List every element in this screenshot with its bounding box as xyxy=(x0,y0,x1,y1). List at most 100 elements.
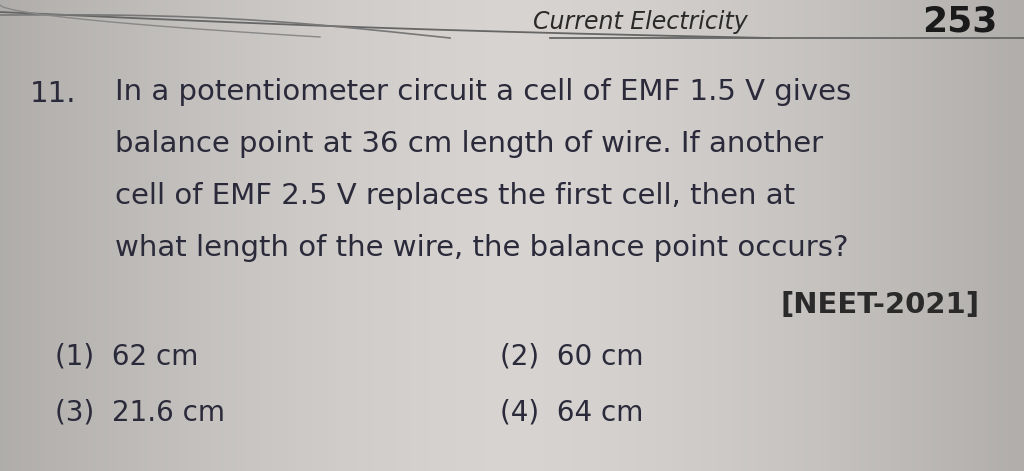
Bar xyxy=(36,0,41,471)
Bar xyxy=(348,0,353,471)
Bar xyxy=(855,0,860,471)
Bar xyxy=(425,0,430,471)
Bar xyxy=(614,0,620,471)
Bar xyxy=(323,0,328,471)
Bar xyxy=(579,0,584,471)
Bar xyxy=(174,0,179,471)
Bar xyxy=(440,0,445,471)
Bar xyxy=(343,0,348,471)
Bar xyxy=(666,0,671,471)
Bar xyxy=(922,0,927,471)
Bar xyxy=(901,0,906,471)
Bar xyxy=(497,0,502,471)
Bar xyxy=(445,0,451,471)
Bar xyxy=(123,0,128,471)
Bar xyxy=(773,0,778,471)
Bar xyxy=(148,0,154,471)
Text: 11.: 11. xyxy=(30,80,77,108)
Bar xyxy=(143,0,148,471)
Bar xyxy=(829,0,835,471)
Bar xyxy=(727,0,732,471)
Bar xyxy=(809,0,814,471)
Bar xyxy=(15,0,20,471)
Bar xyxy=(502,0,507,471)
Bar xyxy=(527,0,532,471)
Bar xyxy=(835,0,840,471)
Bar xyxy=(67,0,72,471)
Bar xyxy=(481,0,486,471)
Bar xyxy=(1014,0,1019,471)
Bar xyxy=(983,0,988,471)
Bar xyxy=(266,0,271,471)
Bar xyxy=(312,0,317,471)
Bar xyxy=(748,0,753,471)
Bar xyxy=(522,0,527,471)
Bar xyxy=(630,0,635,471)
Bar xyxy=(292,0,297,471)
Bar xyxy=(543,0,548,471)
Bar xyxy=(415,0,420,471)
Bar xyxy=(717,0,722,471)
Bar xyxy=(333,0,338,471)
Bar xyxy=(742,0,748,471)
Bar xyxy=(584,0,589,471)
Bar xyxy=(189,0,195,471)
Bar xyxy=(635,0,640,471)
Bar xyxy=(686,0,691,471)
Bar xyxy=(558,0,563,471)
Bar xyxy=(164,0,169,471)
Bar xyxy=(236,0,241,471)
Bar xyxy=(696,0,701,471)
Bar xyxy=(10,0,15,471)
Bar xyxy=(435,0,440,471)
Bar xyxy=(973,0,978,471)
Bar xyxy=(993,0,998,471)
Bar xyxy=(118,0,123,471)
Bar xyxy=(937,0,942,471)
Bar xyxy=(701,0,707,471)
Bar xyxy=(338,0,343,471)
Bar xyxy=(845,0,850,471)
Bar xyxy=(261,0,266,471)
Bar xyxy=(947,0,952,471)
Text: cell of EMF 2.5 V replaces the first cell, then at: cell of EMF 2.5 V replaces the first cel… xyxy=(115,182,795,210)
Bar xyxy=(154,0,159,471)
Bar xyxy=(942,0,947,471)
Bar xyxy=(0,0,5,471)
Bar xyxy=(256,0,261,471)
Bar xyxy=(297,0,302,471)
Bar xyxy=(763,0,768,471)
Bar xyxy=(691,0,696,471)
Bar xyxy=(384,0,389,471)
Bar xyxy=(369,0,374,471)
Bar xyxy=(650,0,655,471)
Bar xyxy=(906,0,911,471)
Bar xyxy=(389,0,394,471)
Bar xyxy=(184,0,189,471)
Bar xyxy=(41,0,46,471)
Bar xyxy=(676,0,681,471)
Bar xyxy=(82,0,87,471)
Text: Current Electricity: Current Electricity xyxy=(532,10,748,34)
Bar xyxy=(210,0,215,471)
Bar xyxy=(681,0,686,471)
Bar xyxy=(645,0,650,471)
Bar xyxy=(753,0,758,471)
Bar xyxy=(620,0,625,471)
Bar xyxy=(456,0,461,471)
Bar xyxy=(609,0,614,471)
Bar xyxy=(655,0,660,471)
Bar xyxy=(778,0,783,471)
Bar xyxy=(87,0,92,471)
Bar xyxy=(625,0,630,471)
Bar xyxy=(159,0,164,471)
Bar xyxy=(573,0,579,471)
Bar xyxy=(302,0,307,471)
Bar xyxy=(379,0,384,471)
Bar xyxy=(200,0,205,471)
Bar xyxy=(548,0,553,471)
Bar xyxy=(819,0,824,471)
Bar xyxy=(430,0,435,471)
Bar xyxy=(553,0,558,471)
Bar xyxy=(476,0,481,471)
